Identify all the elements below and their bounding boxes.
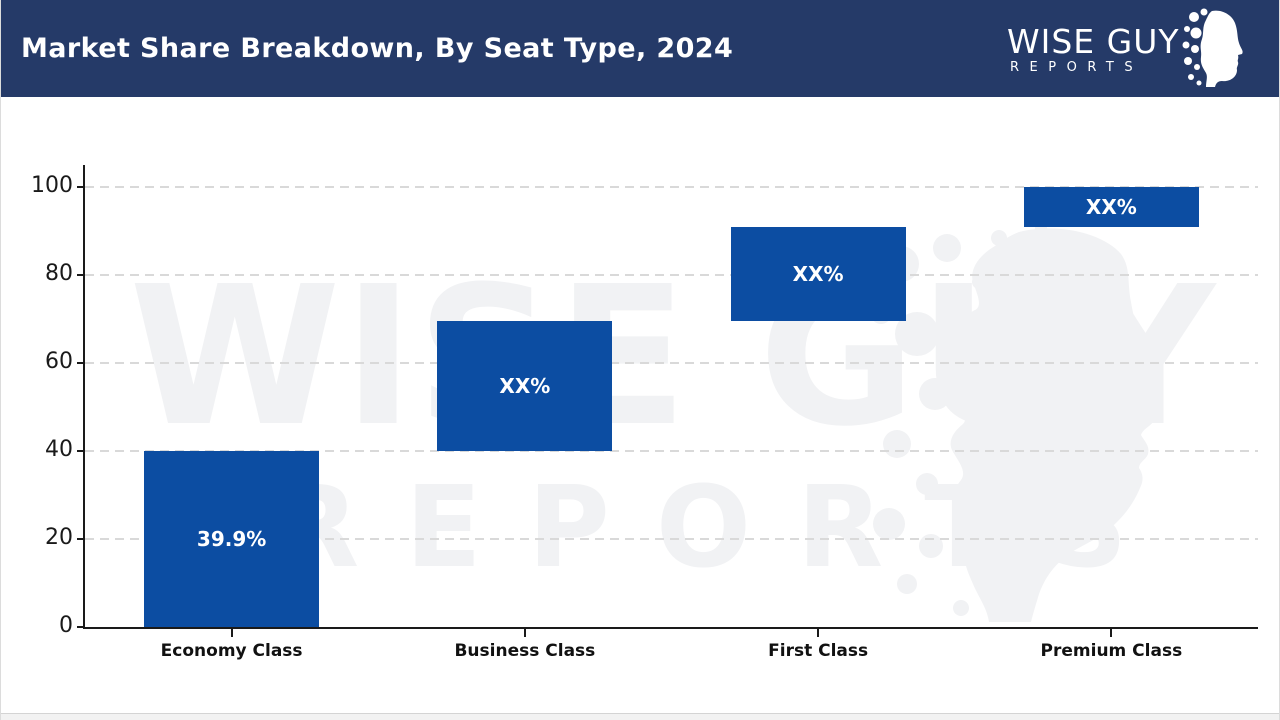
x-axis-tick	[817, 629, 820, 637]
gridline	[85, 450, 1258, 452]
bottom-edge-strip	[1, 713, 1279, 720]
bar-economy-class	[144, 451, 320, 627]
y-axis-tick	[77, 186, 85, 188]
gridline	[85, 274, 1258, 276]
x-axis-category-label: First Class	[768, 641, 869, 661]
logo-wordmark: WISE GUY	[1007, 21, 1180, 61]
y-axis-tick	[77, 626, 85, 628]
x-axis-category-label: Business Class	[454, 641, 596, 661]
wise-guy-reports-logo: WISE GUY REPORTS	[1007, 6, 1273, 92]
x-axis-tick	[1110, 629, 1113, 637]
bar-premium-class	[1023, 187, 1199, 228]
bar-value-label: XX%	[1085, 195, 1137, 220]
y-axis-tick	[77, 274, 85, 276]
watermark-head-icon	[871, 222, 1158, 622]
y-axis-tick-label: 100	[31, 173, 73, 198]
bar-first-class	[730, 227, 906, 322]
y-axis-tick-label: 0	[59, 613, 73, 638]
x-axis-category-label: Economy Class	[160, 641, 303, 661]
logo-text: WISE GUY REPORTS	[1007, 25, 1180, 74]
y-axis-tick-label: 40	[45, 437, 73, 462]
y-axis-tick	[77, 450, 85, 452]
bar-business-class	[437, 321, 613, 452]
x-axis-line	[83, 627, 1258, 629]
chart-title: Market Share Breakdown, By Seat Type, 20…	[21, 33, 734, 64]
plot-area: 0 20 40 60 80 100 39.9% Economy Class XX% Busines…	[1, 97, 1279, 714]
logo-head-icon	[1182, 8, 1243, 87]
x-axis-tick	[230, 629, 233, 637]
gridline	[85, 538, 1258, 540]
y-axis-tick-label: 60	[45, 349, 73, 374]
logo-subtitle: REPORTS	[1010, 59, 1144, 75]
gridline	[85, 186, 1258, 188]
y-axis-tick	[77, 538, 85, 540]
y-axis-tick	[77, 362, 85, 364]
y-axis-line	[83, 165, 85, 629]
bar-value-label: XX%	[499, 374, 551, 399]
y-axis-tick-label: 20	[45, 525, 73, 550]
x-axis-tick	[523, 629, 526, 637]
y-axis-tick-label: 80	[45, 261, 73, 286]
bar-value-label: XX%	[792, 262, 844, 287]
gridline	[85, 362, 1258, 364]
x-axis-category-label: Premium Class	[1040, 641, 1183, 661]
header-bar: Market Share Breakdown, By Seat Type, 20…	[1, 0, 1279, 97]
bar-value-label: 39.9%	[196, 527, 267, 552]
